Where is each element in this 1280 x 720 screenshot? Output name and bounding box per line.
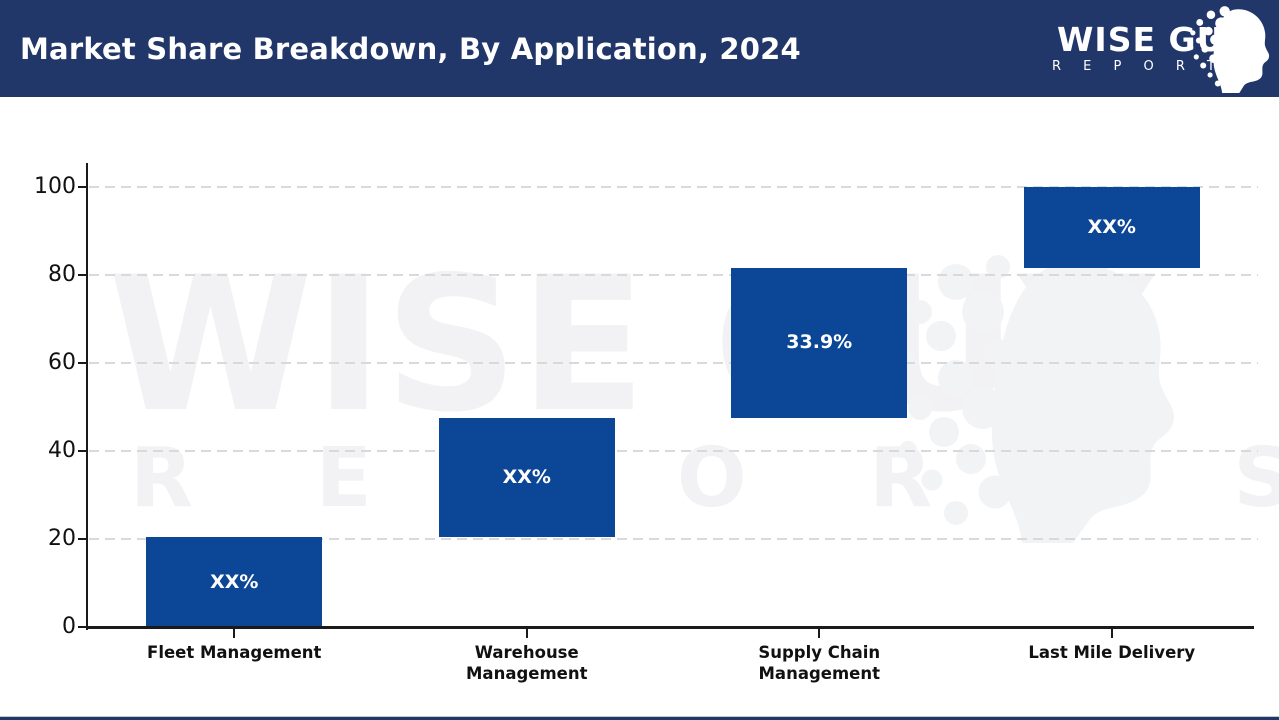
y-axis-tick bbox=[78, 274, 86, 276]
gridline bbox=[89, 450, 1258, 452]
bar-value-label: XX% bbox=[210, 570, 259, 593]
footer-bar bbox=[0, 717, 1279, 720]
gridline bbox=[89, 538, 1258, 540]
y-axis-label: 100 bbox=[34, 174, 76, 199]
watermark-head-icon bbox=[899, 255, 1174, 543]
bar-value-label: 33.9% bbox=[786, 331, 853, 354]
y-axis-label: 80 bbox=[48, 262, 76, 287]
x-axis-category-label: Last Mile Delivery bbox=[1028, 643, 1196, 662]
logo-head-icon bbox=[1189, 6, 1270, 94]
footer-divider bbox=[0, 716, 1279, 717]
y-axis-tick bbox=[78, 186, 86, 188]
plot-area: 0 20 40 60 80 100 XX% Fleet Management XX% Wareho… bbox=[0, 97, 1279, 715]
y-axis-tick bbox=[78, 538, 86, 540]
x-axis-tick bbox=[233, 629, 236, 638]
y-axis-tick bbox=[78, 450, 86, 452]
page-title: Market Share Breakdown, By Application, … bbox=[20, 31, 801, 66]
y-axis-tick bbox=[78, 362, 86, 364]
x-axis-tick bbox=[525, 629, 528, 638]
bar-value-label: XX% bbox=[502, 465, 551, 488]
gridline bbox=[89, 362, 1258, 364]
gridline bbox=[89, 186, 1258, 188]
brand-logo: WISE GUY R E P O R T S bbox=[1022, 4, 1272, 94]
x-axis-tick bbox=[1110, 629, 1113, 638]
y-axis-label: 60 bbox=[48, 350, 76, 375]
bar-value-label: XX% bbox=[1087, 216, 1136, 238]
y-axis-tick bbox=[78, 626, 86, 628]
header: Market Share Breakdown, By Application, … bbox=[0, 0, 1279, 97]
y-axis-label: 40 bbox=[48, 438, 76, 463]
y-axis-label: 20 bbox=[48, 526, 76, 551]
y-axis-label: 0 bbox=[62, 614, 76, 639]
logo-subtext: R E P O R T S bbox=[1052, 59, 1255, 74]
bar-segment: XX% bbox=[438, 417, 615, 537]
bar-segment: XX% bbox=[1023, 187, 1200, 269]
x-axis-spine bbox=[86, 626, 1254, 629]
x-axis-category-label: Fleet Management bbox=[147, 643, 322, 662]
y-axis-spine bbox=[86, 163, 88, 630]
x-axis-category-label: Warehouse Management bbox=[466, 643, 588, 683]
x-axis-tick bbox=[818, 629, 821, 638]
x-axis-category-label: Supply Chain Management bbox=[758, 643, 881, 683]
bar-segment: 33.9% bbox=[731, 268, 908, 418]
gridline bbox=[89, 274, 1258, 276]
bar-segment: XX% bbox=[146, 536, 323, 627]
